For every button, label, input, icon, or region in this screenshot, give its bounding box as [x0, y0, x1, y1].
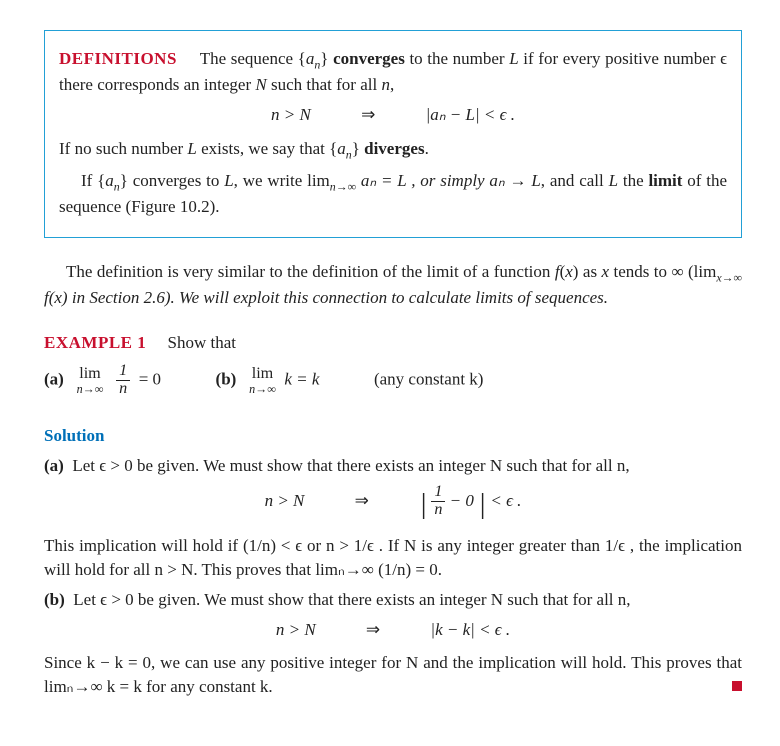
limit-b: lim n→∞	[249, 366, 276, 396]
def-paragraph-3: If {an} converges to L, we write limn→∞ …	[59, 169, 727, 219]
def-paragraph-2: If no such number L exists, we say that …	[59, 137, 727, 163]
part-a-label: (a)	[44, 370, 64, 389]
example-block: EXAMPLE 1 Show that (a) lim n→∞ 1 n = 0 …	[44, 331, 742, 398]
def-paragraph-1: DEFINITIONS The sequence {an} converges …	[59, 47, 727, 97]
example-parts: (a) lim n→∞ 1 n = 0 (b) lim n→∞ k = k (a…	[44, 363, 742, 398]
solution-b-math: n > N ⇒ |k − k| < ϵ .	[44, 618, 742, 642]
solution-block: Solution (a) Let ϵ > 0 be given. We must…	[44, 424, 742, 699]
frac-a: 1 n	[116, 363, 130, 398]
example-lead: Show that	[168, 333, 236, 352]
solution-a-p1: (a) Let ϵ > 0 be given. We must show tha…	[44, 454, 742, 478]
connecting-paragraph: The definition is very similar to the de…	[44, 260, 742, 310]
solution-a-math: n > N ⇒ | 1 n − 0 | < ϵ .	[44, 484, 742, 524]
solution-heading: Solution	[44, 424, 742, 448]
part-b-label: (b)	[216, 370, 237, 389]
solution-b-p1: (b) Let ϵ > 0 be given. We must show tha…	[44, 588, 742, 612]
example-heading: EXAMPLE 1	[44, 333, 146, 352]
def-math-line: n > N ⇒ |aₙ − L| < ϵ .	[59, 103, 727, 127]
limit-a: lim n→∞	[77, 366, 104, 396]
solution-a-p2: This implication will hold if (1/n) < ϵ …	[44, 534, 742, 582]
definitions-box: DEFINITIONS The sequence {an} converges …	[44, 30, 742, 238]
example-heading-row: EXAMPLE 1 Show that	[44, 331, 742, 355]
definitions-heading: DEFINITIONS	[59, 49, 177, 68]
def-text: The sequence {	[200, 49, 306, 68]
part-b-note: (any constant k)	[374, 370, 484, 389]
qed-square-icon	[732, 681, 742, 691]
solution-b-p2: Since k − k = 0, we can use any positive…	[44, 651, 742, 699]
